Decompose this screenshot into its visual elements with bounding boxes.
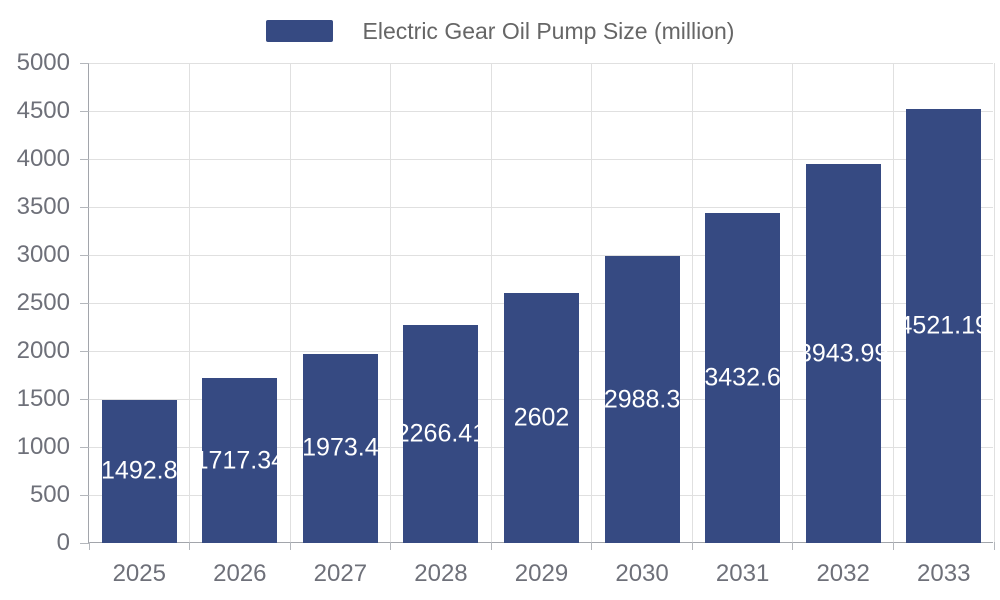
gridline-horizontal (89, 158, 993, 160)
gridline-vertical (792, 63, 794, 542)
gridline-horizontal (89, 62, 993, 64)
gridline-vertical (189, 63, 191, 542)
y-axis-tick-label: 500 (29, 481, 70, 508)
y-axis-tick (80, 542, 89, 544)
x-axis-tick (289, 542, 291, 550)
gridline-vertical (892, 63, 894, 542)
bar-2030[interactable] (604, 256, 680, 543)
x-axis-category-label: 2025 (112, 560, 166, 587)
x-axis-category-label: 2030 (615, 560, 669, 587)
y-axis-tick-label: 2500 (16, 289, 70, 316)
x-axis-tick (792, 542, 794, 550)
gridline-vertical (993, 63, 995, 542)
y-axis-tick (80, 494, 89, 496)
x-axis-category-label: 2032 (816, 560, 870, 587)
x-axis-tick (390, 542, 392, 550)
legend[interactable]: Electric Gear Oil Pump Size (million) (0, 18, 1000, 44)
y-axis-tick-label: 4500 (16, 97, 70, 124)
x-axis-tick (691, 542, 693, 550)
x-axis-category-label: 2026 (213, 560, 267, 587)
y-axis-tick-label: 5000 (16, 49, 70, 76)
y-axis-tick (80, 158, 89, 160)
x-axis-category-label: 2031 (715, 560, 770, 587)
gridline-vertical (390, 63, 392, 542)
bar-2025[interactable] (101, 399, 177, 543)
x-axis-tick (88, 542, 90, 550)
y-axis-tick-label: 0 (56, 529, 70, 556)
legend-label: Electric Gear Oil Pump Size (million) (362, 18, 735, 44)
y-axis-tick-label: 3500 (16, 193, 70, 220)
y-axis-tick (80, 62, 89, 64)
x-axis-category-label: 2033 (917, 560, 971, 587)
x-axis-category-label: 2028 (414, 560, 468, 587)
gridline-horizontal (89, 206, 993, 208)
x-axis-tick (490, 542, 492, 550)
y-axis-tick (80, 398, 89, 400)
plot-area: 1492.8 1717.34 1973.4 2266.41 2602 2988.3 3432… (17, 49, 995, 587)
x-axis-tick (892, 542, 894, 550)
y-axis-tick (80, 350, 89, 352)
gridline-horizontal (89, 254, 993, 256)
x-axis-category-label: 2027 (313, 560, 368, 587)
bar-2026[interactable] (202, 378, 278, 543)
bar-2027[interactable] (302, 353, 378, 543)
y-axis-tick-label: 4000 (16, 145, 70, 172)
bar-2029[interactable] (504, 293, 579, 543)
gridline-horizontal (89, 110, 993, 112)
bar-2033[interactable] (906, 108, 982, 543)
bar-2031[interactable] (705, 213, 781, 543)
y-axis-tick-label: 1500 (16, 385, 70, 412)
bar-2028[interactable] (403, 325, 479, 543)
y-axis-tick-label: 3000 (16, 241, 70, 268)
bar-2032[interactable] (805, 164, 881, 543)
y-axis-tick (80, 110, 89, 112)
gridline-vertical (289, 63, 291, 542)
y-axis-tick-label: 2000 (16, 337, 70, 364)
gridline-vertical (490, 63, 492, 542)
y-axis-tick (80, 206, 89, 208)
legend-swatch-icon (265, 20, 333, 42)
x-axis-tick (189, 542, 191, 550)
gridline-vertical (591, 63, 593, 542)
y-axis-tick-label: 1000 (16, 433, 70, 460)
gridline-vertical (691, 63, 693, 542)
y-axis-tick (80, 446, 89, 448)
x-axis-category-label: 2029 (514, 560, 569, 587)
y-axis-tick (80, 302, 89, 304)
x-axis-tick (993, 542, 995, 550)
x-axis-tick (591, 542, 593, 550)
y-axis-tick (80, 254, 89, 256)
